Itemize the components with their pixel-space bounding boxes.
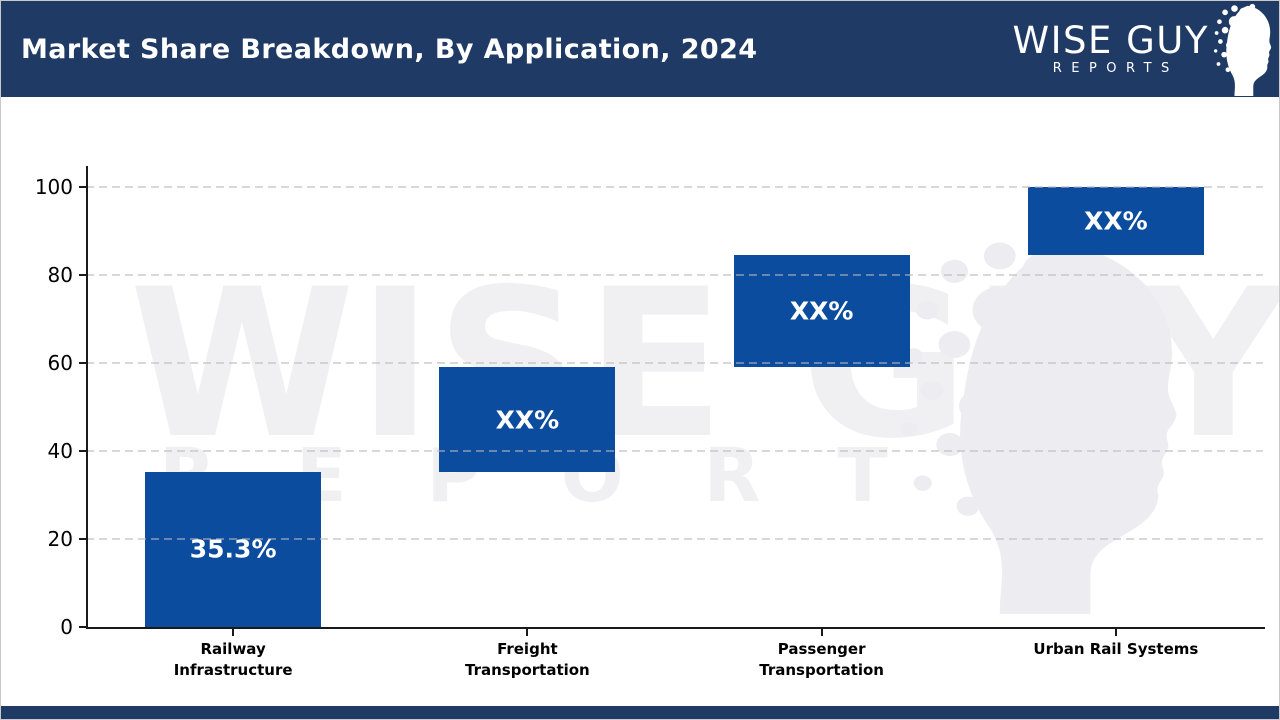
brand-name: WISE GUY [1012, 19, 1209, 63]
header-bar: Market Share Breakdown, By Application, … [1, 1, 1279, 97]
y-axis-tick-label: 60 [47, 351, 73, 375]
y-axis-tick [79, 274, 86, 276]
gridline [86, 450, 1263, 452]
x-axis-category-line: Transportation [759, 661, 884, 679]
gridline [86, 186, 1263, 188]
bar-value-label: XX% [1084, 206, 1148, 236]
x-axis-category-label: Passenger Transportation [759, 639, 884, 681]
x-axis-tick [232, 628, 235, 636]
bar-value-label: XX% [495, 405, 560, 435]
gridline [86, 274, 1263, 276]
y-axis-tick-label: 0 [60, 615, 73, 639]
x-axis-category-line: Passenger [777, 640, 866, 658]
brand-logo-text: WISE GUY REPORTS [1012, 19, 1209, 76]
y-axis-line [86, 166, 88, 629]
x-axis-line [86, 627, 1265, 629]
chart-title: Market Share Breakdown, By Application, … [21, 33, 758, 65]
x-axis-tick [526, 628, 529, 636]
y-axis-tick-label: 40 [47, 439, 73, 463]
footer-bar [1, 706, 1279, 719]
y-axis-tick-label: 100 [34, 175, 73, 199]
y-axis-tick [79, 626, 86, 628]
y-axis-tick [79, 362, 86, 364]
x-axis-tick [820, 628, 823, 636]
y-axis-tick [79, 186, 86, 188]
bar-value-label: XX% [789, 296, 854, 326]
brand-logo: WISE GUY REPORTS [1013, 2, 1273, 96]
gridline [86, 362, 1263, 364]
bar-value-label: 35.3% [189, 534, 277, 564]
bar-segment [439, 367, 616, 472]
x-axis-category-line: Urban Rail Systems [1033, 640, 1199, 658]
bar-segment [1027, 187, 1204, 255]
x-axis-category-label: Urban Rail Systems [1033, 639, 1198, 660]
bar-segment [145, 471, 322, 627]
brand-subtitle: REPORTS [1052, 60, 1179, 76]
x-axis-category-line: Transportation [465, 661, 590, 679]
y-axis-tick [79, 538, 86, 540]
x-axis-tick [1114, 628, 1117, 636]
y-axis-tick-label: 20 [47, 527, 73, 551]
gridline [86, 538, 1263, 540]
y-axis-tick-label: 80 [47, 263, 73, 287]
x-axis-category-line: Railway [200, 640, 266, 658]
y-axis-tick [79, 450, 86, 452]
x-axis-category-label: Freight Transportation [465, 639, 590, 681]
x-axis-category-label: Railway Infrastructure [174, 639, 293, 681]
watermark-head-icon [900, 236, 1177, 614]
x-axis-category-line: Freight [497, 640, 558, 658]
x-axis-category-line: Infrastructure [173, 661, 293, 679]
bar-segment [733, 254, 910, 368]
wise-guy-head-icon [1213, 3, 1272, 96]
